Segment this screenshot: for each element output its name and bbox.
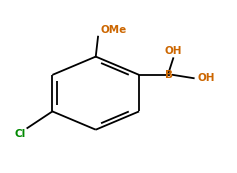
Text: OH: OH <box>197 73 215 83</box>
Text: B: B <box>165 70 173 80</box>
Text: Cl: Cl <box>15 129 26 139</box>
Text: OH: OH <box>164 46 182 56</box>
Text: OMe: OMe <box>100 25 127 35</box>
